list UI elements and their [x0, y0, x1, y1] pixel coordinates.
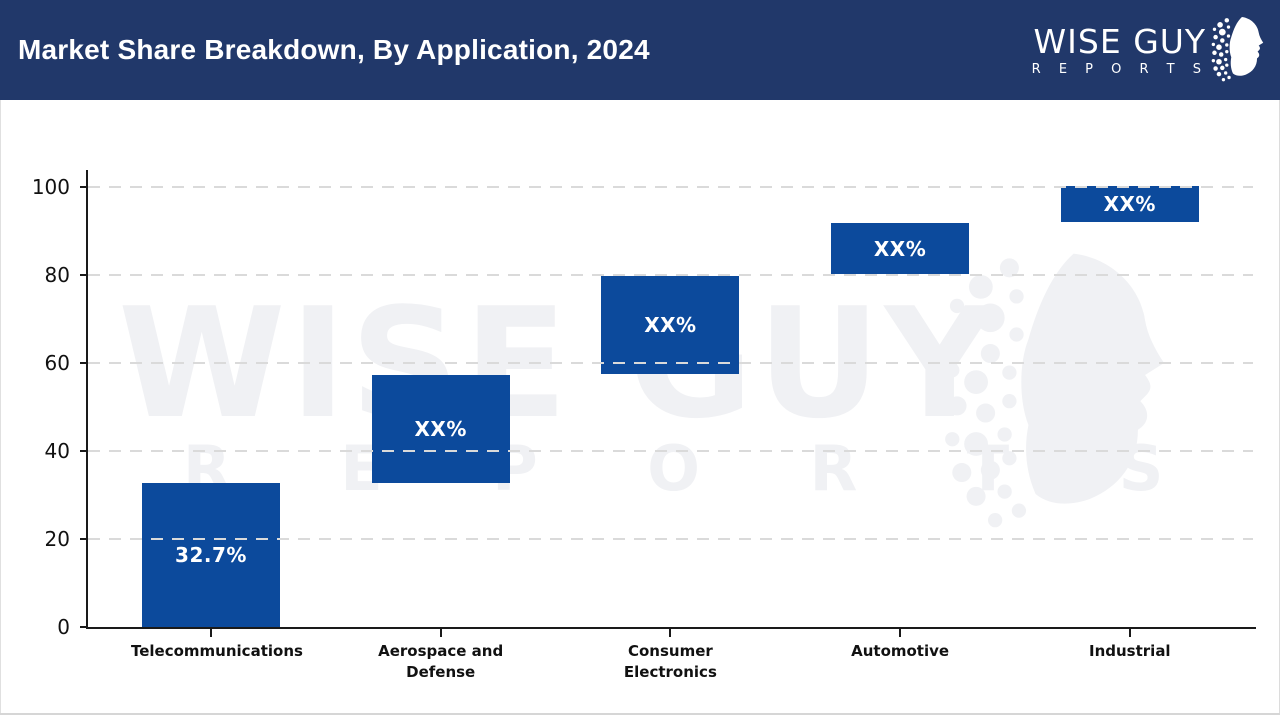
bar-label-4: XX%	[873, 236, 927, 261]
bar-label-3: XX%	[644, 313, 697, 338]
x-tick-5	[1128, 628, 1131, 637]
brand-logo-text: WISE GUY R E P O R T S	[1032, 25, 1208, 76]
bar-label-5: XX%	[1103, 192, 1156, 217]
brand-logo: WISE GUY R E P O R T S	[1032, 6, 1280, 94]
header-bar: Market Share Breakdown, By Application, …	[0, 0, 1280, 100]
footer-divider	[0, 713, 1280, 715]
gridline-80	[88, 274, 1253, 277]
bar-3	[601, 276, 740, 375]
bar-1	[142, 483, 280, 627]
brand-name: WISE GUY	[1033, 21, 1207, 61]
brand-subtitle: R E P O R T S	[1031, 61, 1208, 77]
gridline-20	[88, 538, 1253, 541]
y-tick-60	[80, 362, 88, 365]
bar-label-2: XX%	[414, 417, 467, 442]
y-tick-label-80: 80	[44, 263, 70, 288]
gridline-100	[88, 186, 1253, 189]
bar-2	[371, 374, 510, 484]
y-axis-line	[86, 170, 88, 629]
x-tick-3	[669, 628, 672, 637]
gridline-40	[88, 450, 1253, 453]
category-label-2: Aerospace and Defense	[378, 642, 504, 681]
y-tick-100	[80, 186, 88, 189]
bar-5	[1060, 186, 1199, 223]
y-tick-label-100: 100	[31, 175, 70, 200]
y-tick-label-60: 60	[44, 351, 70, 376]
x-axis-line	[86, 627, 1256, 629]
bar-label-1: 32.7%	[175, 543, 247, 568]
category-label-3: Consumer Electronics	[623, 642, 717, 681]
x-tick-4	[899, 628, 902, 637]
category-label-5: Industrial	[1089, 642, 1171, 660]
category-label-4: Automotive	[851, 642, 950, 660]
chart-title: Market Share Breakdown, By Application, …	[18, 34, 650, 65]
y-tick-label-40: 40	[44, 439, 70, 464]
y-tick-0	[80, 626, 88, 628]
gridline-60	[88, 362, 1253, 365]
bar-4	[831, 223, 970, 275]
brand-face-icon	[1211, 16, 1264, 82]
x-tick-2	[439, 628, 442, 637]
y-tick-80	[80, 274, 88, 277]
watermark-face-icon	[945, 253, 1165, 528]
y-tick-20	[80, 538, 88, 541]
category-label-1: Telecommunications	[131, 642, 303, 660]
x-tick-1	[210, 628, 212, 637]
y-tick-label-0: 0	[57, 615, 70, 639]
y-tick-label-20: 20	[44, 527, 70, 552]
y-tick-40	[80, 450, 88, 453]
